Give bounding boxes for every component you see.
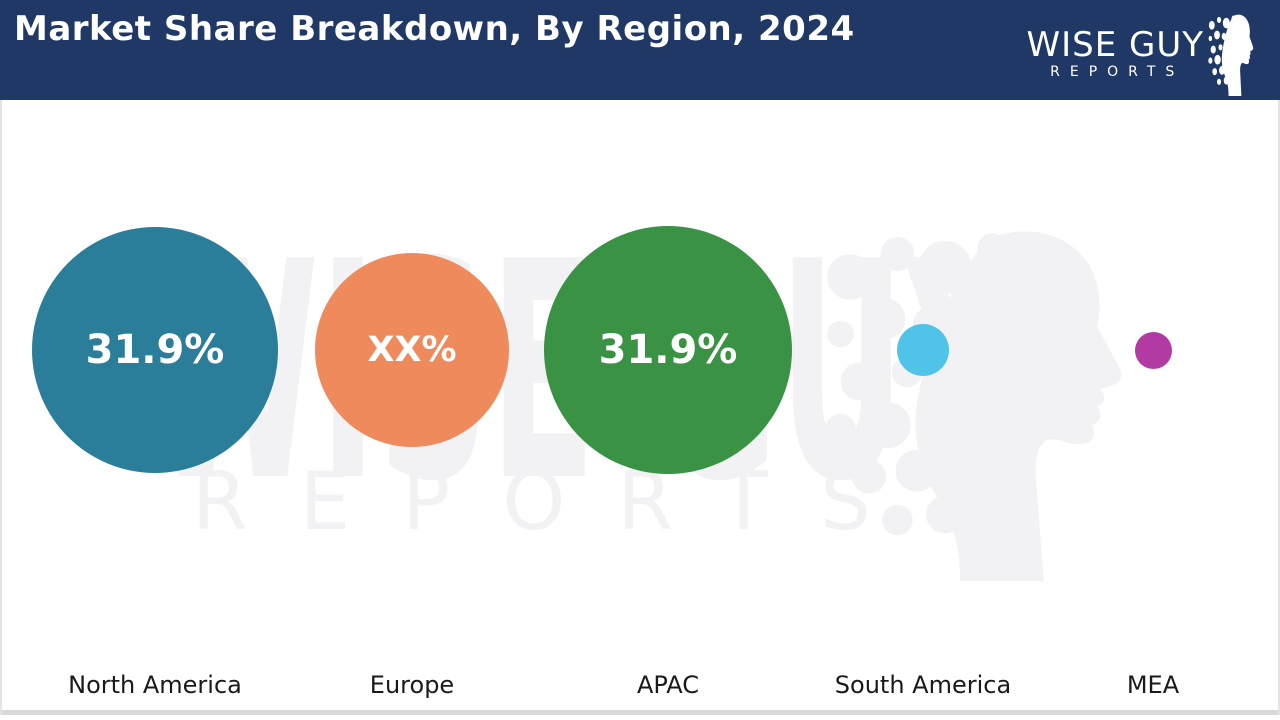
bottom-divider (2, 710, 1278, 715)
logo-text: WISE GUY REPORTS (1026, 24, 1204, 81)
label-apac: APAC (636, 671, 700, 699)
bubble-europe: XX% (315, 253, 509, 447)
bubble-south-america (897, 324, 949, 376)
page-title: Market Share Breakdown, By Region, 2024 (14, 9, 855, 49)
label-mea: MEA (1126, 671, 1180, 699)
label-south-america: South America (834, 671, 1012, 699)
watermark-head-icon (825, 231, 1122, 581)
label-north-america: North America (68, 671, 242, 699)
logo-head-icon (1208, 14, 1254, 96)
label-europe: Europe (369, 671, 455, 699)
bubble-value-label: 31.9% (85, 327, 225, 373)
bubble-mea (1135, 332, 1172, 369)
watermark-reports: REPORTS (192, 455, 923, 548)
bubble-value-label: XX% (367, 330, 457, 370)
logo-subtitle: REPORTS (1050, 64, 1185, 81)
bubble-apac: 31.9% (544, 226, 792, 474)
logo-wordmark: WISE GUY (1026, 24, 1204, 65)
wise-guy-logo: WISE GUY REPORTS (1026, 12, 1264, 96)
header: Market Share Breakdown, By Region, 2024 … (0, 0, 1280, 100)
bubble-value-label: 31.9% (598, 327, 738, 373)
chart-area: WISE GUY REPORTS 31.9% XX% 31.9% (0, 100, 1280, 715)
bubble-north-america: 31.9% (32, 227, 278, 473)
